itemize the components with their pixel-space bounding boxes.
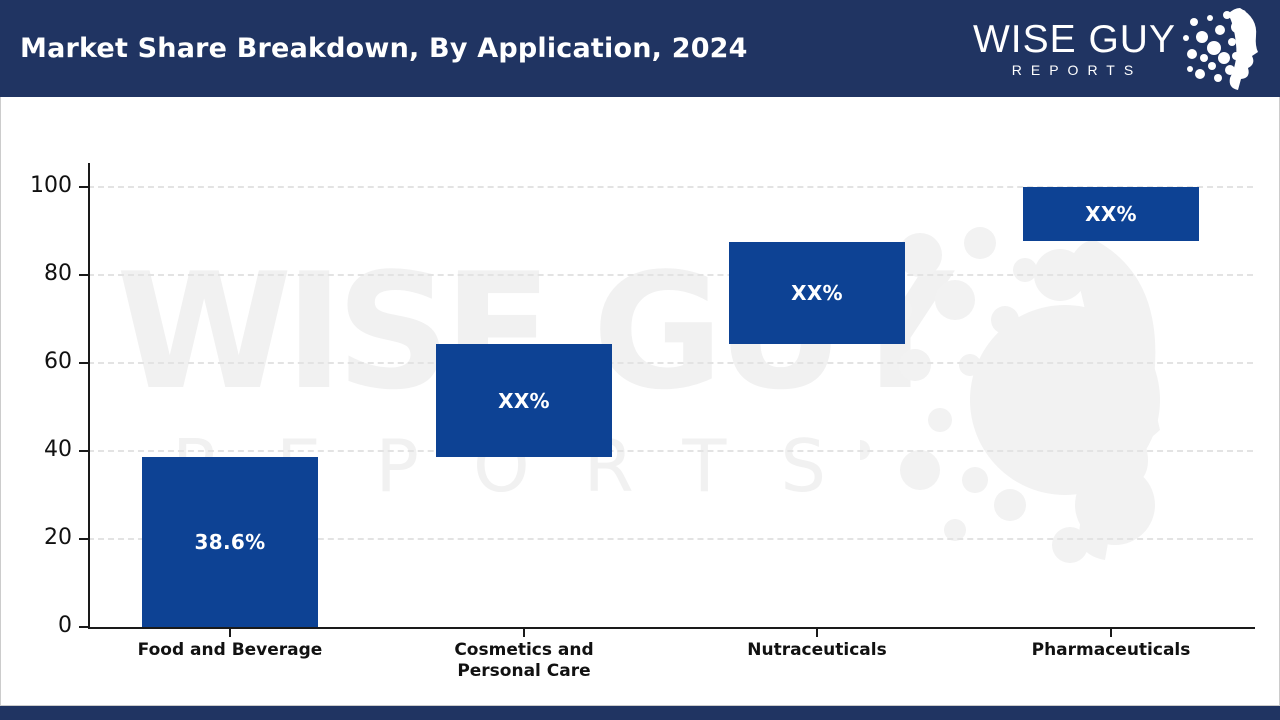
- y-axis-line: [88, 163, 90, 627]
- x-axis-line: [88, 627, 1255, 629]
- y-tick-mark-20: [79, 538, 88, 540]
- y-tick-label-80: 80: [44, 261, 72, 286]
- x-category-label-pharmaceuticals: Pharmaceuticals: [1031, 640, 1191, 660]
- bar-food-and-beverage: 38.6%: [142, 457, 318, 627]
- gridline-60: [88, 362, 1253, 364]
- y-tick-label-40: 40: [44, 437, 72, 462]
- x-tick-mark-cosmetics-and-personal-care: [523, 629, 525, 637]
- logo-text: WISE GUY REPORTS: [973, 20, 1176, 78]
- y-tick-mark-60: [79, 362, 88, 364]
- header-bar: Market Share Breakdown, By Application, …: [0, 0, 1280, 97]
- y-tick-label-20: 20: [44, 525, 72, 550]
- bar-cosmetics-and-personal-care: XX%: [436, 344, 612, 458]
- chart-title: Market Share Breakdown, By Application, …: [20, 33, 748, 64]
- wise-guy-logo: WISE GUY REPORTS: [973, 6, 1258, 92]
- y-tick-label-60: 60: [44, 349, 72, 374]
- bar-value-label: XX%: [498, 388, 550, 413]
- x-category-label-cosmetics-and-personal-care: Cosmetics and Personal Care: [454, 640, 594, 682]
- gridline-20: [88, 538, 1253, 540]
- gridline-40: [88, 450, 1253, 452]
- x-tick-mark-nutraceuticals: [816, 629, 818, 637]
- y-tick-label-0: 0: [58, 613, 72, 638]
- bar-value-label: XX%: [1085, 202, 1137, 227]
- y-tick-mark-40: [79, 450, 88, 452]
- bar-pharmaceuticals: XX%: [1023, 187, 1199, 242]
- x-category-label-food-and-beverage: Food and Beverage: [137, 640, 323, 660]
- y-tick-mark-80: [79, 274, 88, 276]
- bar-value-label: 38.6%: [194, 530, 266, 555]
- y-tick-mark-100: [79, 186, 88, 188]
- x-tick-mark-food-and-beverage: [229, 629, 231, 637]
- x-tick-mark-pharmaceuticals: [1110, 629, 1112, 637]
- bar-nutraceuticals: XX%: [729, 242, 905, 345]
- y-tick-label-100: 100: [30, 173, 72, 198]
- bar-value-label: XX%: [791, 281, 843, 306]
- watermark-head-icon: [860, 227, 1160, 563]
- x-category-label-nutraceuticals: Nutraceuticals: [747, 640, 887, 660]
- gridline-100: [88, 186, 1253, 188]
- footer-bar: [0, 706, 1280, 720]
- logo-wordmark: WISE GUY: [972, 17, 1176, 61]
- y-tick-mark-0: [79, 626, 88, 628]
- logo-head-icon: [1183, 7, 1258, 90]
- logo-subtitle: REPORTS: [1011, 61, 1143, 78]
- gridline-80: [88, 274, 1253, 276]
